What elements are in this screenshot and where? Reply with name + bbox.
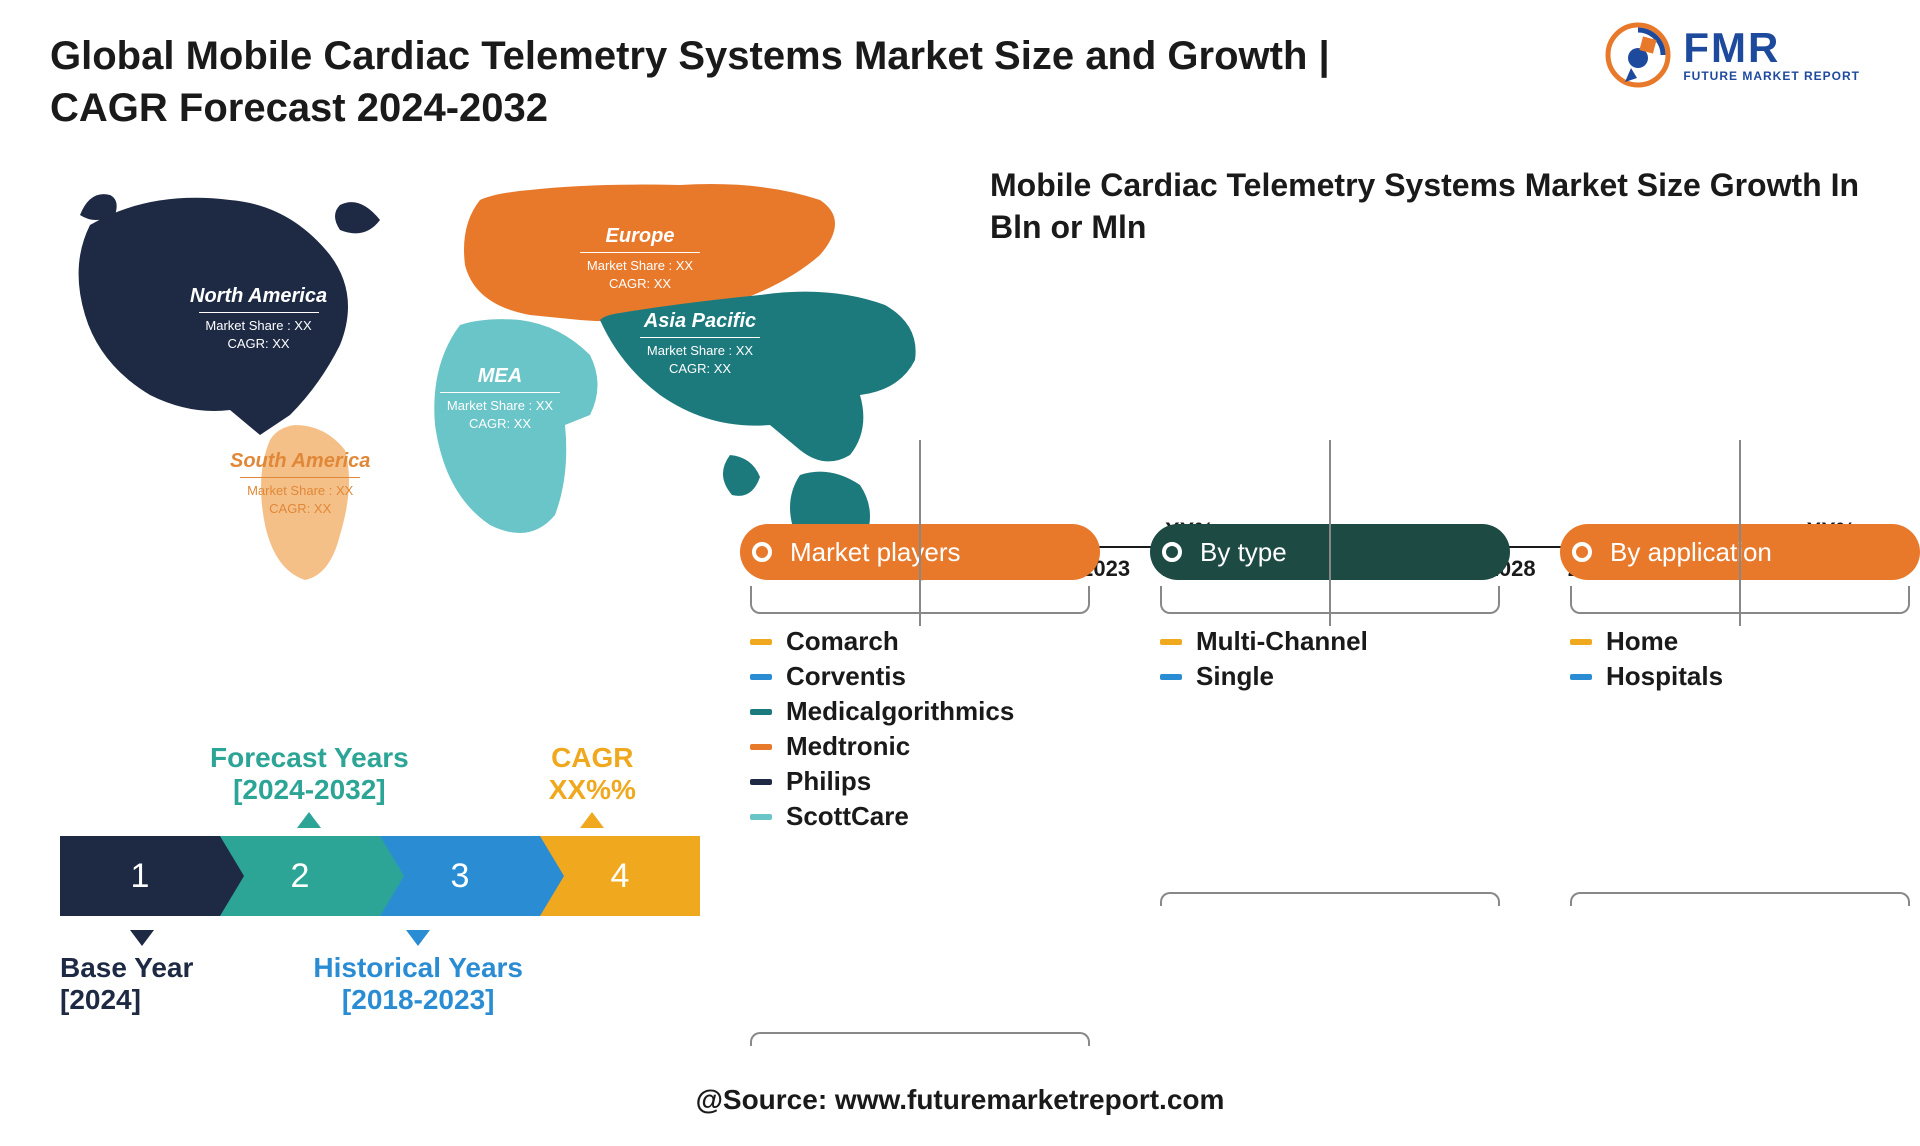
- bracket-icon: [1160, 892, 1500, 906]
- triangle-down-icon: [130, 930, 154, 946]
- cagr-value: XX%%: [549, 774, 636, 806]
- dot-icon: [1572, 542, 1592, 562]
- category-column-2: By application HomeHospitals: [1560, 524, 1920, 1046]
- base-label: Base Year: [60, 952, 193, 984]
- chart-title: Mobile Cardiac Telemetry Systems Market …: [990, 165, 1870, 248]
- bracket-icon: [1570, 586, 1910, 614]
- bracket-icon: [1160, 586, 1500, 614]
- bracket-icon: [750, 1032, 1090, 1046]
- list-item: Comarch: [750, 626, 1090, 657]
- bracket-icon: [1570, 892, 1910, 906]
- list-item: ScottCare: [750, 801, 1090, 832]
- category-area: Market players ComarchCorventisMedicalgo…: [740, 524, 1920, 1046]
- list-item: Multi-Channel: [1160, 626, 1500, 657]
- logo-text-sub: FUTURE MARKET REPORT: [1683, 69, 1860, 83]
- list-item: Philips: [750, 766, 1090, 797]
- forecast-label: Forecast Years: [210, 742, 409, 774]
- dot-icon: [1162, 542, 1182, 562]
- forecast-range: [2024-2032]: [210, 774, 409, 806]
- map-label-mea: MEAMarket Share : XXCAGR: XX: [440, 365, 560, 433]
- timeline: Forecast Years [2024-2032] CAGR XX%% 123…: [60, 742, 700, 1016]
- timeline-segment-1: 1: [60, 836, 220, 916]
- cagr-label: CAGR: [549, 742, 636, 774]
- bar-chart: Mobile Cardiac Telemetry Systems Market …: [990, 165, 1870, 585]
- hist-label: Historical Years: [313, 952, 523, 984]
- logo-text-main: FMR: [1683, 27, 1860, 69]
- timeline-segment-4: 4: [540, 836, 700, 916]
- page-title: Global Mobile Cardiac Telemetry Systems …: [50, 30, 1450, 134]
- list-item: Medicalgorithmics: [750, 696, 1090, 727]
- list-item: Hospitals: [1570, 661, 1910, 692]
- timeline-segment-3: 3: [380, 836, 540, 916]
- category-list: Home Hospitals: [1560, 626, 1920, 692]
- category-column-1: By type Multi-ChannelSingle: [1150, 524, 1510, 1046]
- dot-icon: [752, 542, 772, 562]
- source-text: @Source: www.futuremarketreport.com: [696, 1084, 1225, 1116]
- map-label-ap: Asia PacificMarket Share : XXCAGR: XX: [640, 310, 760, 378]
- category-list: Comarch Corventis Medicalgorithmics Medtron…: [740, 626, 1100, 832]
- list-item: Home: [1570, 626, 1910, 657]
- map-label-na: North AmericaMarket Share : XXCAGR: XX: [190, 285, 327, 353]
- map-label-eu: EuropeMarket Share : XXCAGR: XX: [580, 225, 700, 293]
- list-item: Medtronic: [750, 731, 1090, 762]
- list-item: Single: [1160, 661, 1500, 692]
- logo-icon: [1603, 20, 1673, 90]
- map-label-sa: South AmericaMarket Share : XXCAGR: XX: [230, 450, 370, 518]
- list-item: Corventis: [750, 661, 1090, 692]
- base-range: [2024]: [60, 984, 193, 1016]
- category-column-0: Market players ComarchCorventisMedicalgo…: [740, 524, 1100, 1046]
- hist-range: [2018-2023]: [313, 984, 523, 1016]
- logo: FMR FUTURE MARKET REPORT: [1603, 20, 1860, 90]
- triangle-down-icon: [406, 930, 430, 946]
- world-map: North AmericaMarket Share : XXCAGR: XX So…: [60, 165, 960, 585]
- triangle-up-icon: [297, 812, 321, 828]
- timeline-segment-2: 2: [220, 836, 380, 916]
- bracket-icon: [750, 586, 1090, 614]
- category-list: Multi-Channel Single: [1150, 626, 1510, 692]
- triangle-up-icon: [580, 812, 604, 828]
